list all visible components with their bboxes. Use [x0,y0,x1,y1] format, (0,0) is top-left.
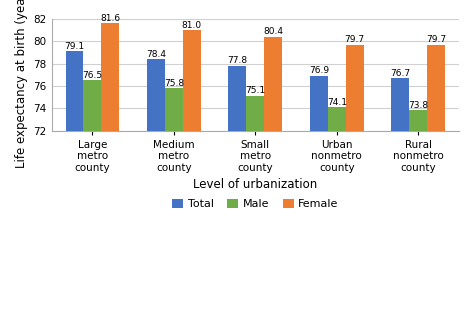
Text: 79.7: 79.7 [345,35,365,44]
Text: 73.8: 73.8 [408,101,428,110]
Text: 76.5: 76.5 [82,71,102,80]
Bar [392,78,410,328]
Bar [83,80,101,328]
X-axis label: Level of urbanization: Level of urbanization [193,178,318,191]
Bar [246,96,264,328]
Text: 74.1: 74.1 [327,97,347,107]
Text: 76.7: 76.7 [390,69,410,77]
Bar [264,37,282,328]
Text: 79.7: 79.7 [426,35,446,44]
Bar [328,107,346,328]
Bar [147,59,165,328]
Text: 79.1: 79.1 [64,42,84,51]
Text: 80.4: 80.4 [263,27,283,36]
Text: 81.0: 81.0 [182,21,202,30]
Text: 78.4: 78.4 [146,50,166,59]
Bar [165,88,183,328]
Bar [427,45,445,328]
Text: 81.6: 81.6 [100,14,120,23]
Legend: Total, Male, Female: Total, Male, Female [168,194,343,214]
Bar [101,24,119,328]
Text: 75.1: 75.1 [245,86,265,95]
Bar [310,76,328,328]
Bar [65,51,83,328]
Text: 75.8: 75.8 [164,79,184,88]
Text: 77.8: 77.8 [228,56,247,65]
Y-axis label: Life expectancy at birth (years): Life expectancy at birth (years) [15,0,28,168]
Bar [183,30,201,328]
Bar [228,66,246,328]
Bar [410,111,427,328]
Text: 76.9: 76.9 [309,66,329,75]
Bar [346,45,364,328]
